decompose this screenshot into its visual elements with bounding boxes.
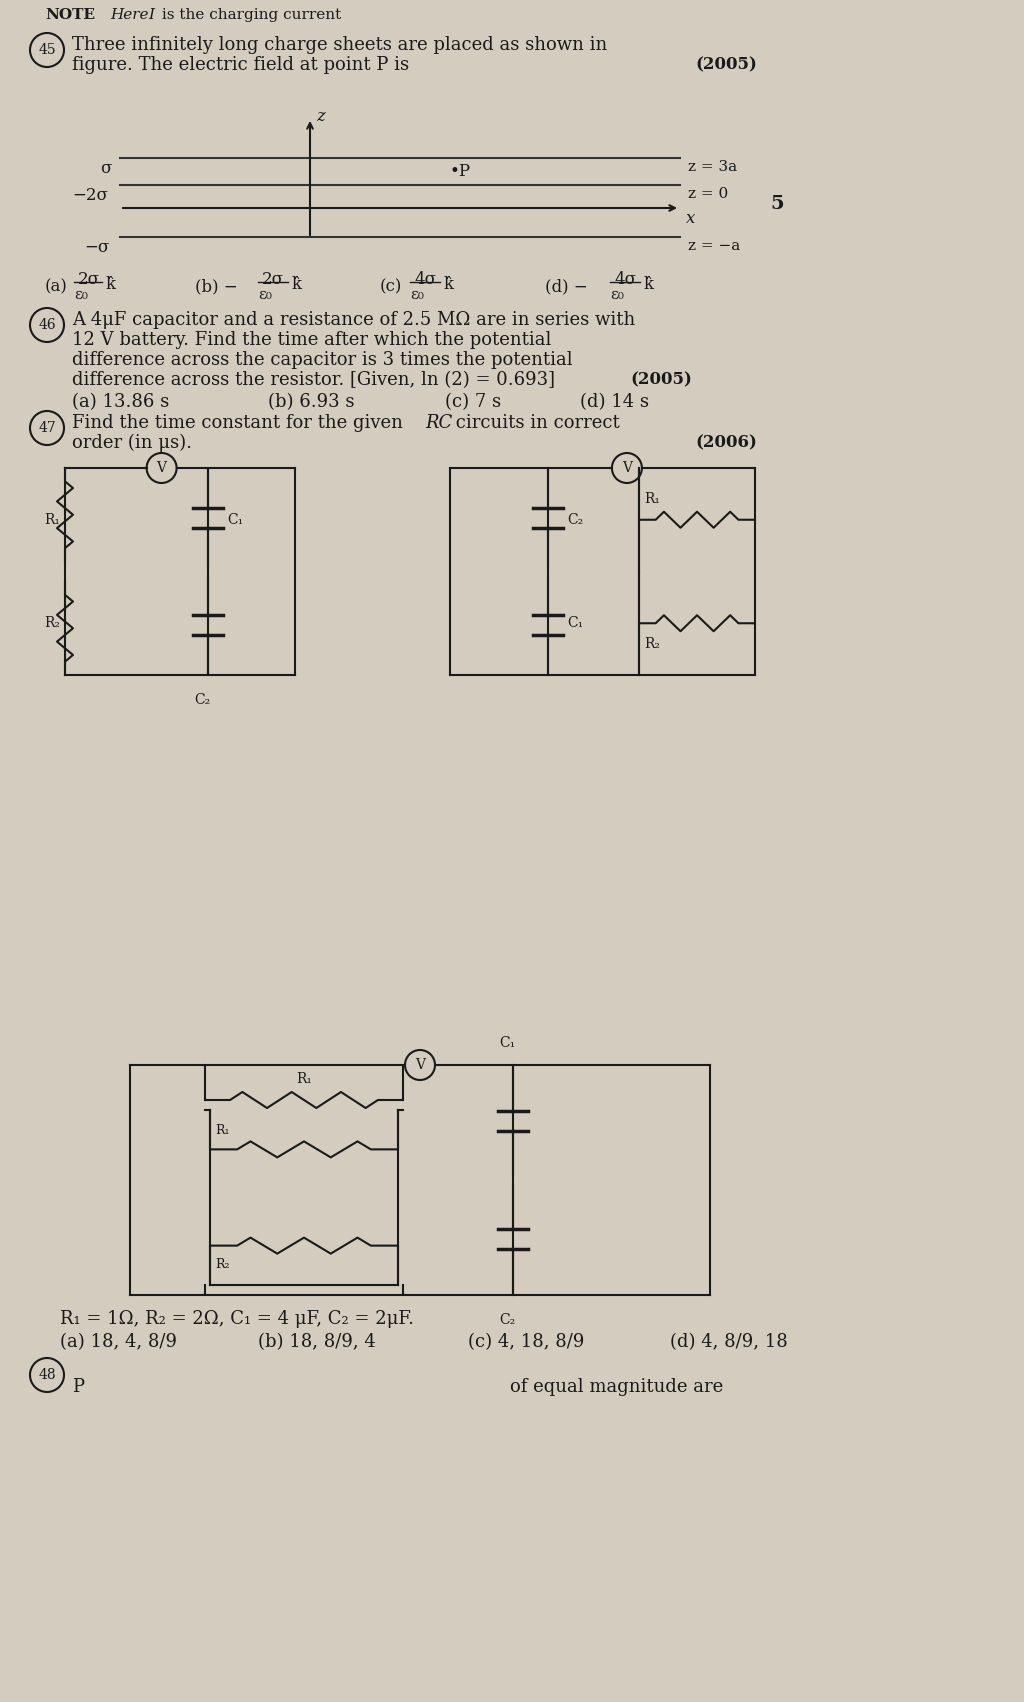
Text: R₂: R₂: [644, 637, 660, 652]
Text: 2σ: 2σ: [78, 271, 100, 288]
Text: (d) 14 s: (d) 14 s: [580, 393, 649, 410]
Text: R₁: R₁: [44, 512, 60, 526]
Text: R₁: R₁: [215, 1125, 230, 1137]
Text: C₁: C₁: [227, 512, 244, 526]
Text: 45: 45: [38, 43, 56, 56]
Text: k̂: k̂: [292, 276, 302, 293]
Text: 48: 48: [38, 1368, 56, 1382]
Text: −2σ: −2σ: [72, 187, 108, 204]
Text: C₂: C₂: [500, 1312, 516, 1328]
Text: C₁: C₁: [500, 1037, 516, 1050]
Text: (2005): (2005): [695, 56, 757, 73]
Text: ε₀: ε₀: [410, 288, 424, 301]
Text: k̂: k̂: [644, 276, 654, 293]
Text: of equal magnitude are: of equal magnitude are: [510, 1379, 723, 1396]
Text: C₂: C₂: [567, 512, 584, 526]
Text: (c) 4, 18, 8/9: (c) 4, 18, 8/9: [468, 1333, 585, 1351]
Text: R₁ = 1Ω, R₂ = 2Ω, C₁ = 4 μF, C₂ = 2μF.: R₁ = 1Ω, R₂ = 2Ω, C₁ = 4 μF, C₂ = 2μF.: [60, 1311, 414, 1328]
Text: V: V: [622, 461, 632, 475]
Text: •P: •P: [450, 163, 471, 180]
Text: 2σ: 2σ: [262, 271, 284, 288]
Text: R₂: R₂: [44, 616, 60, 630]
Text: ε₀: ε₀: [258, 288, 272, 301]
Text: (b) −: (b) −: [195, 277, 238, 294]
Text: (d) −: (d) −: [545, 277, 588, 294]
Text: 12 V battery. Find the time after which the potential: 12 V battery. Find the time after which …: [72, 330, 551, 349]
Text: Here: Here: [110, 9, 154, 22]
Text: ε₀: ε₀: [74, 288, 88, 301]
Text: A 4μF capacitor and a resistance of 2.5 MΩ are in series with: A 4μF capacitor and a resistance of 2.5 …: [72, 311, 635, 328]
Text: (2005): (2005): [630, 371, 692, 388]
Text: P: P: [72, 1379, 84, 1396]
Text: k̂: k̂: [106, 276, 116, 293]
Text: (a) 13.86 s: (a) 13.86 s: [72, 393, 169, 410]
Text: 4σ: 4σ: [614, 271, 636, 288]
Text: circuits in correct: circuits in correct: [450, 414, 620, 432]
Text: V: V: [157, 461, 167, 475]
Text: k̂: k̂: [444, 276, 454, 293]
Text: Find the time constant for the given: Find the time constant for the given: [72, 414, 409, 432]
Text: (2006): (2006): [695, 434, 757, 451]
Text: RC: RC: [425, 414, 453, 432]
Text: C₂: C₂: [195, 693, 211, 706]
Text: R₁: R₁: [296, 1072, 312, 1086]
Text: V: V: [415, 1059, 425, 1072]
Text: I: I: [148, 9, 154, 22]
Text: z = −a: z = −a: [688, 238, 740, 254]
Text: C₁: C₁: [567, 616, 584, 630]
Text: ε₀: ε₀: [610, 288, 624, 301]
Text: NOTE: NOTE: [45, 9, 95, 22]
Text: difference across the resistor. [Given, ln (2) = 0.693]: difference across the resistor. [Given, …: [72, 371, 555, 390]
Text: (b) 18, 8/9, 4: (b) 18, 8/9, 4: [258, 1333, 376, 1351]
Text: R₂: R₂: [215, 1258, 230, 1271]
Text: x: x: [686, 209, 695, 226]
Text: 4σ: 4σ: [414, 271, 436, 288]
Text: difference across the capacitor is 3 times the potential: difference across the capacitor is 3 tim…: [72, 351, 572, 369]
Text: (b) 6.93 s: (b) 6.93 s: [268, 393, 354, 410]
Text: σ: σ: [100, 160, 112, 177]
Text: is the charging current: is the charging current: [157, 9, 341, 22]
Text: Three infinitely long charge sheets are placed as shown in: Three infinitely long charge sheets are …: [72, 36, 607, 54]
Text: −σ: −σ: [84, 238, 110, 255]
Text: z = 0: z = 0: [688, 187, 728, 201]
Text: 5: 5: [770, 196, 783, 213]
Text: (a) 18, 4, 8/9: (a) 18, 4, 8/9: [60, 1333, 177, 1351]
Text: order (in μs).: order (in μs).: [72, 434, 193, 453]
Text: 47: 47: [38, 420, 56, 436]
Text: (a): (a): [45, 277, 68, 294]
Text: figure. The electric field at point P is: figure. The electric field at point P is: [72, 56, 410, 73]
Text: (c): (c): [380, 277, 402, 294]
Text: (d) 4, 8/9, 18: (d) 4, 8/9, 18: [670, 1333, 787, 1351]
Text: z = 3a: z = 3a: [688, 160, 737, 174]
Text: 46: 46: [38, 318, 56, 332]
Text: z: z: [316, 107, 325, 124]
Text: (c) 7 s: (c) 7 s: [445, 393, 501, 410]
Text: R₁: R₁: [644, 492, 660, 505]
